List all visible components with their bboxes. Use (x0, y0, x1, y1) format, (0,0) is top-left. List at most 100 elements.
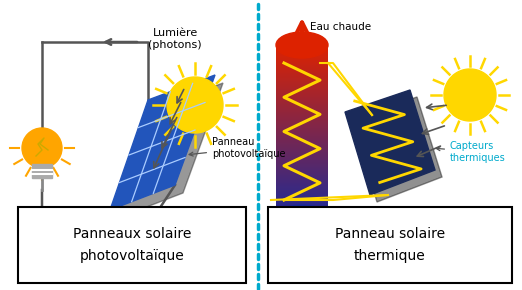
Polygon shape (276, 177, 328, 178)
Polygon shape (276, 62, 328, 63)
Polygon shape (276, 80, 328, 81)
Text: Eau froide: Eau froide (310, 235, 363, 245)
Polygon shape (276, 131, 328, 132)
Polygon shape (276, 105, 328, 106)
Polygon shape (276, 165, 328, 166)
Polygon shape (276, 168, 328, 169)
Polygon shape (276, 122, 328, 123)
Polygon shape (110, 75, 215, 210)
Polygon shape (276, 211, 328, 212)
Polygon shape (276, 137, 328, 138)
Polygon shape (276, 204, 328, 205)
Polygon shape (276, 191, 328, 192)
Text: thermique: thermique (354, 249, 426, 263)
Polygon shape (276, 94, 328, 95)
Polygon shape (276, 81, 328, 82)
Polygon shape (276, 140, 328, 141)
Polygon shape (276, 48, 328, 49)
Polygon shape (276, 205, 328, 206)
Polygon shape (276, 188, 328, 189)
Polygon shape (276, 138, 328, 139)
Polygon shape (276, 160, 328, 161)
Text: Panneaux solaire: Panneaux solaire (73, 226, 191, 241)
Polygon shape (276, 152, 328, 153)
Polygon shape (276, 176, 328, 177)
Polygon shape (276, 174, 328, 175)
Polygon shape (276, 45, 328, 46)
Polygon shape (276, 136, 328, 137)
Polygon shape (276, 149, 328, 150)
Polygon shape (276, 47, 328, 48)
Polygon shape (276, 172, 328, 173)
Polygon shape (276, 102, 328, 103)
Polygon shape (276, 111, 328, 112)
Polygon shape (276, 72, 328, 73)
Polygon shape (276, 207, 328, 208)
Polygon shape (276, 85, 328, 86)
Polygon shape (276, 106, 328, 107)
Polygon shape (276, 57, 328, 58)
Polygon shape (276, 99, 328, 100)
Polygon shape (276, 159, 328, 160)
Polygon shape (276, 59, 328, 60)
Polygon shape (276, 166, 328, 167)
Polygon shape (276, 55, 328, 56)
Circle shape (22, 128, 62, 168)
Polygon shape (276, 77, 328, 78)
Polygon shape (276, 186, 328, 187)
Polygon shape (276, 71, 328, 72)
Polygon shape (276, 212, 328, 213)
Polygon shape (276, 167, 328, 168)
Polygon shape (276, 128, 328, 129)
Polygon shape (276, 183, 328, 184)
Polygon shape (167, 77, 223, 133)
Polygon shape (276, 65, 328, 66)
Polygon shape (276, 50, 328, 51)
Polygon shape (276, 202, 328, 203)
Polygon shape (276, 143, 328, 144)
Polygon shape (276, 189, 328, 190)
Polygon shape (276, 145, 328, 146)
Polygon shape (276, 155, 328, 156)
Polygon shape (276, 98, 328, 99)
Polygon shape (276, 148, 328, 149)
Polygon shape (352, 97, 442, 202)
Polygon shape (276, 115, 328, 116)
Polygon shape (276, 215, 328, 216)
Polygon shape (276, 70, 328, 71)
Polygon shape (276, 76, 328, 77)
Polygon shape (276, 95, 328, 96)
Polygon shape (276, 184, 328, 185)
Polygon shape (276, 194, 328, 195)
Polygon shape (276, 78, 328, 79)
Polygon shape (276, 162, 328, 163)
Polygon shape (276, 58, 328, 59)
Polygon shape (276, 113, 328, 114)
Polygon shape (276, 114, 328, 115)
Polygon shape (276, 63, 328, 64)
Polygon shape (276, 83, 328, 84)
Polygon shape (276, 66, 328, 67)
Polygon shape (276, 79, 328, 80)
Text: Eau chaude: Eau chaude (310, 22, 371, 32)
Polygon shape (276, 158, 328, 159)
Polygon shape (276, 121, 328, 122)
Polygon shape (276, 133, 328, 134)
Polygon shape (276, 87, 328, 88)
Polygon shape (276, 141, 328, 142)
Polygon shape (276, 73, 328, 74)
Polygon shape (276, 60, 328, 61)
Polygon shape (345, 90, 435, 195)
FancyBboxPatch shape (18, 207, 246, 283)
Polygon shape (276, 93, 328, 94)
Polygon shape (276, 84, 328, 85)
Polygon shape (276, 185, 328, 186)
Polygon shape (276, 135, 328, 136)
Polygon shape (276, 199, 328, 200)
Text: Lumière
(photons): Lumière (photons) (148, 28, 202, 50)
Polygon shape (276, 118, 328, 119)
Polygon shape (276, 91, 328, 92)
Polygon shape (276, 142, 328, 143)
Polygon shape (276, 151, 328, 152)
Polygon shape (276, 195, 328, 196)
